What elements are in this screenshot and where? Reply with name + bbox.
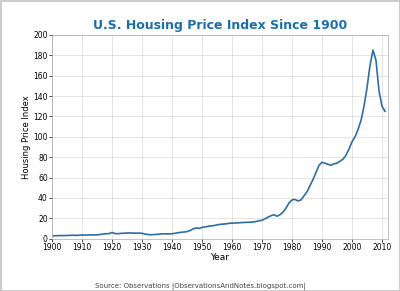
Title: U.S. Housing Price Index Since 1900: U.S. Housing Price Index Since 1900 [93, 19, 347, 32]
Y-axis label: Housing Price Index: Housing Price Index [22, 95, 30, 179]
Text: Source: Observations |ObservationsAndNotes.blogspot.com|: Source: Observations |ObservationsAndNot… [95, 283, 305, 290]
X-axis label: Year: Year [210, 253, 230, 262]
